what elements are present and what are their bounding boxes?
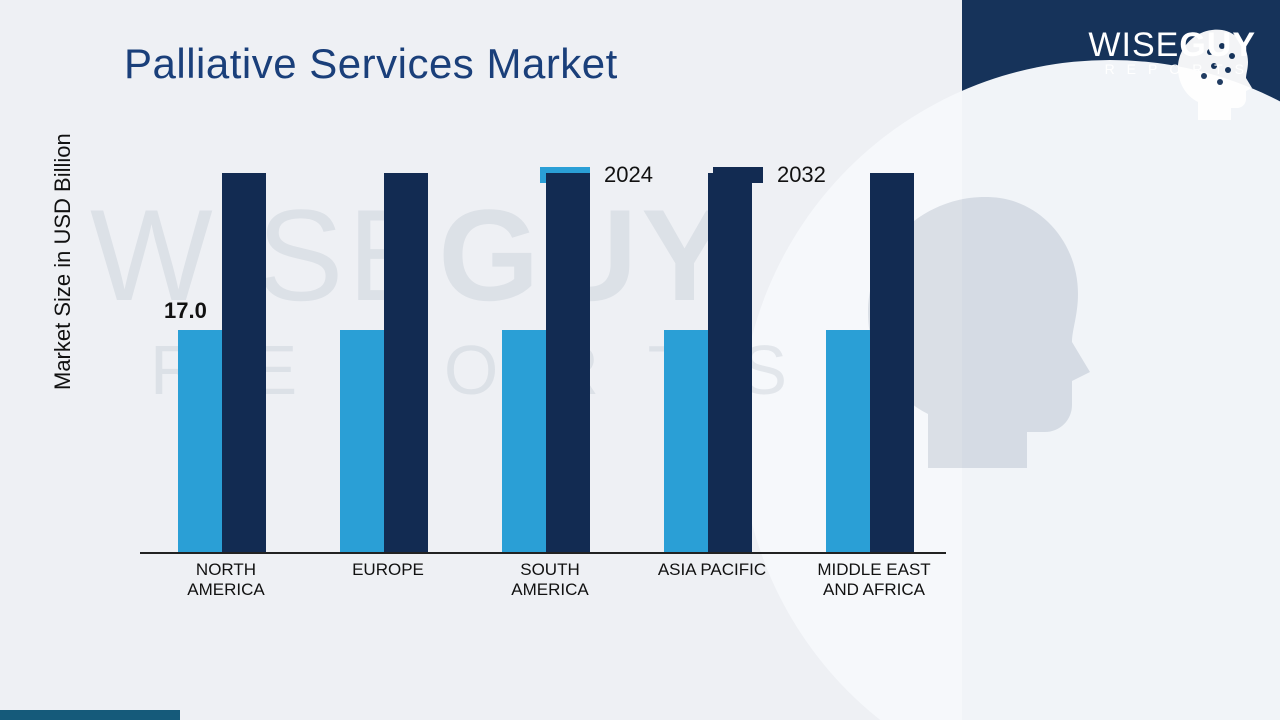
bar-a — [340, 330, 384, 552]
bar-b — [870, 173, 914, 552]
bar-a — [178, 330, 222, 552]
x-axis-label: ASIA PACIFIC — [642, 560, 782, 580]
bar-a — [664, 330, 708, 552]
y-axis-label: Market Size in USD Billion — [50, 133, 76, 390]
bar-b — [546, 173, 590, 552]
brand-logo: WISEGUY REPORTS — [1088, 26, 1256, 77]
brand-line1a: WISE — [1088, 26, 1179, 64]
accent-bar — [0, 710, 180, 720]
page-title: Palliative Services Market — [124, 40, 618, 88]
x-axis-label: SOUTH AMERICA — [480, 560, 620, 601]
plot-area: NORTH AMERICAEUROPESOUTH AMERICAASIA PAC… — [140, 160, 946, 552]
x-axis-line — [140, 552, 946, 554]
brand-line1b: GUY — [1179, 26, 1256, 64]
brand-line2: REPORTS — [1088, 61, 1256, 77]
bar-b — [708, 173, 752, 552]
data-label: 17.0 — [164, 298, 207, 324]
bar-a — [502, 330, 546, 552]
bar-a — [826, 330, 870, 552]
x-axis-label: MIDDLE EAST AND AFRICA — [804, 560, 944, 601]
stage: WISEGUY REPORTS Palliative Services Mark… — [0, 0, 1280, 720]
chart: Market Size in USD Billion NORTH AMERICA… — [96, 160, 946, 620]
bar-b — [222, 173, 266, 552]
x-axis-label: NORTH AMERICA — [156, 560, 296, 601]
x-axis-label: EUROPE — [318, 560, 458, 580]
bar-b — [384, 173, 428, 552]
